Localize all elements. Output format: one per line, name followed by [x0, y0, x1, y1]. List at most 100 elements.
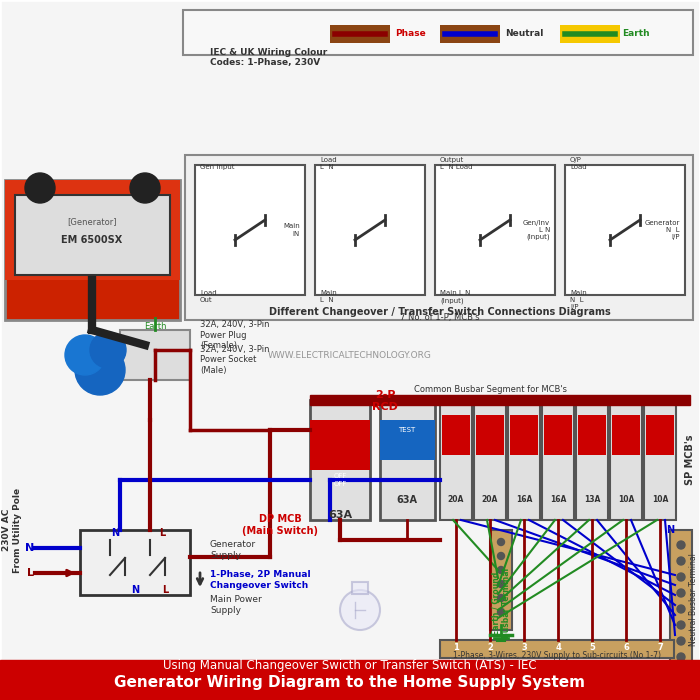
Bar — [612, 415, 640, 455]
Text: Different Changeover / Transfer Switch Connections Diagrams: Different Changeover / Transfer Switch C… — [269, 307, 611, 317]
Bar — [578, 415, 606, 455]
Bar — [490, 530, 512, 630]
Text: Gen Input: Gen Input — [200, 164, 235, 170]
Circle shape — [677, 653, 685, 661]
Circle shape — [340, 590, 380, 630]
Text: N: N — [131, 585, 139, 595]
Text: 1: 1 — [453, 643, 459, 652]
Bar — [310, 420, 370, 470]
Text: 4: 4 — [555, 643, 561, 652]
Bar — [474, 400, 506, 520]
Bar — [565, 165, 685, 295]
Circle shape — [677, 621, 685, 629]
Text: SP MCB's: SP MCB's — [685, 435, 695, 485]
Text: 5: 5 — [589, 643, 595, 652]
Text: Main Power
Supply: Main Power Supply — [210, 595, 262, 615]
Bar — [5, 180, 180, 320]
Bar — [440, 400, 472, 520]
Bar — [380, 420, 435, 460]
Bar — [646, 415, 674, 455]
Text: [Generator]: [Generator] — [67, 218, 117, 227]
Bar — [440, 640, 674, 658]
Text: 10A: 10A — [652, 496, 668, 505]
Text: Neutral: Neutral — [505, 29, 543, 38]
Text: Neutral Busbar Terminal: Neutral Busbar Terminal — [689, 554, 697, 646]
Text: Generator Wiring Diagram to the Home Supply System: Generator Wiring Diagram to the Home Sup… — [115, 675, 585, 690]
Circle shape — [65, 335, 105, 375]
Bar — [670, 530, 692, 670]
Text: Common Busbar Segment for MCB's: Common Busbar Segment for MCB's — [414, 385, 566, 394]
Text: Load
Out: Load Out — [200, 290, 216, 303]
Bar — [510, 415, 538, 455]
Text: 13A: 13A — [584, 496, 600, 505]
Text: 16A: 16A — [516, 496, 532, 505]
Text: 32A, 240V, 3-Pin
Power Socket
(Male): 32A, 240V, 3-Pin Power Socket (Male) — [200, 345, 270, 375]
Bar — [610, 400, 642, 520]
Text: OFF
OFF: OFF OFF — [333, 473, 346, 486]
Text: 7 No. of 1-P, MCB's: 7 No. of 1-P, MCB's — [400, 313, 480, 322]
Bar — [352, 582, 368, 594]
Text: Load
L  N: Load L N — [320, 157, 337, 170]
Bar — [195, 165, 305, 295]
Circle shape — [75, 345, 125, 395]
Bar — [310, 395, 690, 405]
Circle shape — [498, 594, 505, 601]
Bar — [315, 165, 425, 295]
Bar — [644, 400, 676, 520]
Text: 1-Phase, 3-Wires, 230V Supply to Sub-circuits (No 1-7): 1-Phase, 3-Wires, 230V Supply to Sub-cir… — [453, 651, 661, 660]
Text: 3: 3 — [521, 643, 527, 652]
Text: O/P
Load: O/P Load — [570, 157, 587, 170]
Bar — [5, 180, 180, 280]
Circle shape — [677, 557, 685, 565]
Text: 63A: 63A — [396, 495, 417, 505]
Circle shape — [677, 541, 685, 549]
Text: 2: 2 — [487, 643, 493, 652]
Text: 2-P
RCD: 2-P RCD — [372, 390, 398, 412]
Text: Phase: Phase — [395, 29, 426, 38]
Bar — [80, 530, 190, 595]
Circle shape — [498, 538, 505, 545]
Text: N: N — [666, 525, 674, 535]
Text: 1-Phase, 2P Manual
Changeover Switch: 1-Phase, 2P Manual Changeover Switch — [210, 570, 311, 589]
Bar — [185, 155, 693, 320]
Circle shape — [498, 566, 505, 573]
Bar — [15, 195, 170, 275]
Text: Main
N  L
I/P: Main N L I/P — [570, 290, 587, 310]
Text: Earth: Earth — [144, 322, 167, 331]
Text: Using Manual Changeover Swicth or Transfer Switch (ATS) - IEC: Using Manual Changeover Swicth or Transf… — [163, 659, 537, 673]
Text: Gen/Inv
L N
(Input): Gen/Inv L N (Input) — [523, 220, 550, 240]
Text: L: L — [27, 568, 34, 578]
Circle shape — [677, 605, 685, 613]
Bar — [508, 400, 540, 520]
Bar — [476, 415, 504, 455]
Text: TEST: TEST — [398, 427, 416, 433]
Text: 20A: 20A — [482, 496, 498, 505]
Bar — [380, 400, 435, 520]
Bar — [440, 25, 500, 43]
Bar — [330, 25, 390, 43]
Bar — [0, 660, 700, 700]
Text: Generator
N  L
I/P: Generator N L I/P — [645, 220, 680, 240]
Bar — [310, 400, 370, 520]
Text: 230V AC
From Utility Pole: 230V AC From Utility Pole — [2, 487, 22, 573]
Circle shape — [677, 573, 685, 581]
Text: IEC & UK Wiring Colour
Codes: 1-Phase, 230V: IEC & UK Wiring Colour Codes: 1-Phase, 2… — [210, 48, 328, 67]
Text: DP MCB
(Main Switch): DP MCB (Main Switch) — [242, 514, 318, 536]
Circle shape — [498, 608, 505, 615]
Bar — [542, 400, 574, 520]
Circle shape — [677, 637, 685, 645]
Text: EM 6500SX: EM 6500SX — [62, 235, 122, 245]
Text: Generator
Supply: Generator Supply — [210, 540, 256, 560]
Text: L: L — [159, 528, 165, 538]
Text: Main
IN: Main IN — [284, 223, 300, 237]
Text: 10A: 10A — [618, 496, 634, 505]
Text: N: N — [111, 528, 119, 538]
Text: 32A, 240V, 3-Pin
Power Plug
(Female): 32A, 240V, 3-Pin Power Plug (Female) — [200, 320, 270, 350]
Circle shape — [498, 552, 505, 559]
Circle shape — [130, 173, 160, 203]
Bar — [576, 400, 608, 520]
Text: Earth: Earth — [622, 29, 650, 38]
Bar — [442, 415, 470, 455]
Text: 7: 7 — [657, 643, 663, 652]
Text: 16A: 16A — [550, 496, 566, 505]
